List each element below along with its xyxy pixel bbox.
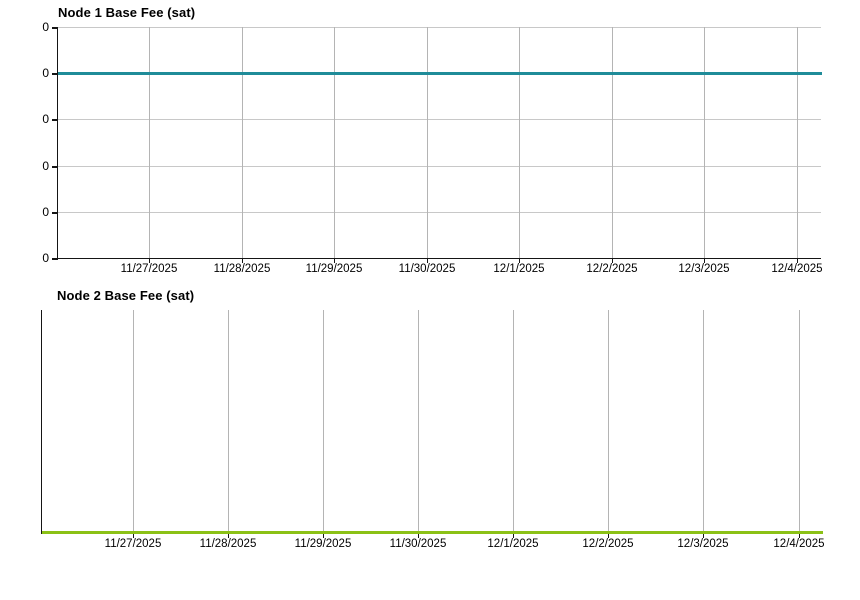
- plot-area-node2[interactable]: 11/27/2025 11/28/2025 11/29/2025 11/30/2…: [41, 310, 825, 550]
- x-axis-label: 12/2/2025: [582, 538, 634, 550]
- gridline-vertical: [133, 310, 134, 533]
- y-axis-tick: [52, 27, 58, 29]
- gridline-horizontal: [58, 27, 821, 28]
- y-axis-label: 0: [42, 20, 49, 34]
- gridline-vertical: [704, 27, 705, 258]
- gridline-vertical: [228, 310, 229, 533]
- x-axis-label: 12/3/2025: [678, 263, 730, 275]
- x-axis-label: 11/30/2025: [389, 538, 447, 550]
- gridline-vertical: [608, 310, 609, 533]
- x-axis-tick: [799, 533, 800, 538]
- x-axis-tick: [703, 533, 704, 538]
- gridline-vertical: [612, 27, 613, 258]
- x-axis-tick: [133, 533, 134, 538]
- x-axis-tick: [612, 258, 613, 263]
- y-axis-label: 0: [42, 159, 49, 173]
- x-axis-label: 11/30/2025: [398, 263, 456, 275]
- x-axis-label: 12/2/2025: [586, 263, 638, 275]
- gridline-horizontal: [58, 212, 821, 213]
- x-axis-label: 12/1/2025: [487, 538, 539, 550]
- y-axis-tick: [52, 258, 58, 260]
- y-axis-tick: [52, 119, 58, 121]
- gridline-horizontal: [58, 119, 821, 120]
- gridline-vertical: [703, 310, 704, 533]
- x-axis-tick: [513, 533, 514, 538]
- x-axis-tick: [797, 258, 798, 263]
- y-axis-label: 0: [42, 112, 49, 126]
- x-axis-label: 12/4/2025: [771, 263, 823, 275]
- gridline-vertical: [242, 27, 243, 258]
- series-line-node2-base-fee[interactable]: [42, 531, 823, 534]
- gridline-vertical: [797, 27, 798, 258]
- gridline-vertical: [513, 310, 514, 533]
- gridline-vertical: [149, 27, 150, 258]
- x-axis-label: 11/29/2025: [305, 263, 363, 275]
- x-axis-tick: [149, 258, 150, 263]
- x-axis-label: 12/1/2025: [493, 263, 545, 275]
- y-axis-tick: [52, 166, 58, 168]
- x-axis-tick: [418, 533, 419, 538]
- x-axis-label: 12/4/2025: [773, 538, 825, 550]
- x-axis-tick: [704, 258, 705, 263]
- x-axis-tick: [519, 258, 520, 263]
- series-line-node1-base-fee[interactable]: [58, 72, 822, 75]
- x-axis-tick: [242, 258, 243, 263]
- x-axis-tick: [608, 533, 609, 538]
- x-axis-label: 12/3/2025: [677, 538, 729, 550]
- x-axis-label: 11/29/2025: [294, 538, 352, 550]
- y-axis-tick: [52, 73, 58, 75]
- gridline-vertical: [427, 27, 428, 258]
- x-axis-label: 11/27/2025: [120, 263, 178, 275]
- y-axis-label: 0: [42, 205, 49, 219]
- chart-panel-node1: Node 1 Base Fee (sat) 0 0 0 0 0 0 11/27: [0, 0, 860, 285]
- plot-area-node1[interactable]: 0 0 0 0 0 0 11/27/2025 11/28/2025 11/29/…: [42, 21, 822, 275]
- chart-panel-node2: Node 2 Base Fee (sat) 11/27/2025 11/28/2…: [0, 285, 860, 585]
- gridline-horizontal: [58, 166, 821, 167]
- x-axis-label: 11/28/2025: [199, 538, 257, 550]
- chart-title-node1: Node 1 Base Fee (sat): [58, 5, 196, 20]
- x-axis-label: 11/28/2025: [213, 263, 271, 275]
- y-axis-tick: [52, 212, 58, 214]
- gridline-vertical: [418, 310, 419, 533]
- x-axis-tick: [427, 258, 428, 263]
- gridline-vertical: [799, 310, 800, 533]
- y-axis-label: 0: [42, 66, 49, 80]
- x-axis-label: 11/27/2025: [104, 538, 162, 550]
- gridline-vertical: [323, 310, 324, 533]
- y-axis-label: 0: [42, 251, 49, 265]
- x-axis-tick: [323, 533, 324, 538]
- x-axis-tick: [334, 258, 335, 263]
- gridline-vertical: [519, 27, 520, 258]
- chart-title-node2: Node 2 Base Fee (sat): [57, 288, 195, 303]
- x-axis-tick: [228, 533, 229, 538]
- gridline-vertical: [334, 27, 335, 258]
